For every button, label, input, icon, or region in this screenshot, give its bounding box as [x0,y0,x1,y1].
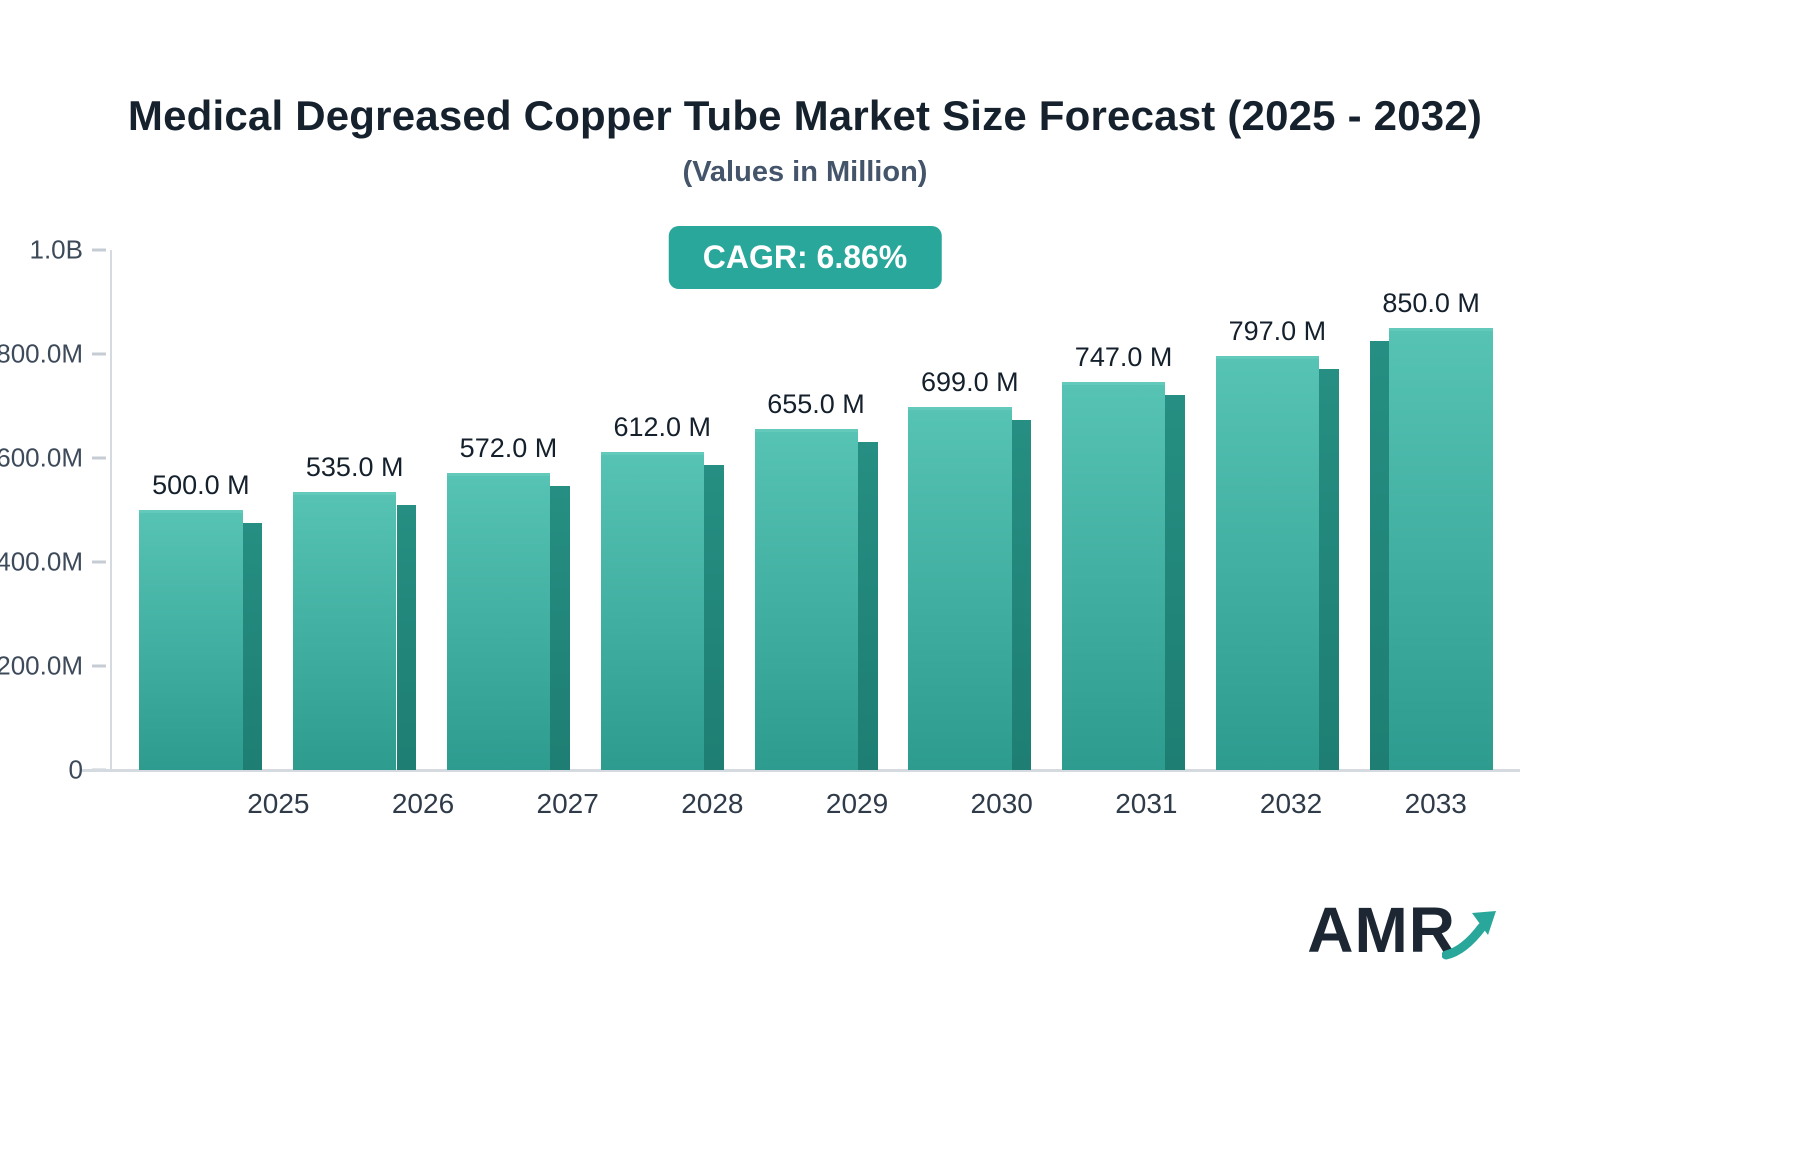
x-axis-label: 2033 [1404,788,1467,819]
chart-subtitle: (Values in Million) [682,156,928,188]
bar-slot: 535.0 M [278,250,432,770]
bar-value-label: 850.0 M [1382,288,1480,318]
bar-slot: 572.0 M [432,250,586,770]
x-axis-line [82,769,1520,772]
bar-slot: 655.0 M [739,250,893,770]
bar-slot: 850.0 M [1354,250,1508,770]
amr-logo: AMR [1307,893,1500,967]
bar-face [754,429,858,770]
y-tick: 400.0M [0,547,106,578]
bar-side-shadow [396,504,417,770]
y-tick: 600.0M [0,443,106,474]
chart-header: Medical Degreased Copper Tube Market Siz… [0,92,1610,189]
bar-side-shadow [1165,394,1186,770]
bar-side-shadow [1011,419,1032,770]
bar-side-shadow [857,442,878,770]
y-tick-label: 0 [68,754,83,785]
bar-2025 [139,510,263,770]
x-axis-label: 2029 [825,788,889,819]
bar-2031 [1062,381,1186,770]
bar-side-shadow [550,485,570,770]
x-axis-label: 2031 [1115,788,1178,819]
y-tick-label: 200.0M [0,650,83,681]
y-tick-mark [92,664,106,668]
bar-2029 [754,429,878,770]
bar-2030 [908,406,1032,770]
x-axis-label: 2026 [391,788,455,819]
bar-face [1062,381,1166,770]
bars-container: 500.0 M 535.0 M 572.0 M 612.0 M 655.0 M 699.0… [112,250,1520,770]
bar-face [446,472,551,770]
bar-2027 [446,472,570,770]
bar-slot: 699.0 M [893,250,1047,770]
bar-2033 [1369,328,1493,770]
cagr-badge: CAGR: 6.86% [668,226,942,289]
bar-2028 [600,451,724,770]
y-tick: 200.0M [0,651,106,682]
y-tick-label: 600.0M [0,442,83,473]
amr-logo-arrow-icon [1442,911,1496,960]
y-tick-mark [92,352,106,356]
bar-side-shadow [1369,341,1390,770]
bar-face [139,510,243,770]
y-tick-label: 1.0B [29,234,84,265]
x-axis-label: 2032 [1259,788,1323,819]
x-axis-labels: 2025 2026 2027 2028 2029 2030 2031 2032 2033 [194,788,1520,820]
bar-slot: 612.0 M [585,250,739,770]
bar-value-label: 747.0 M [1074,341,1173,372]
bar-value-label: 797.0 M [1228,315,1327,346]
bar-value-label: 699.0 M [921,366,1019,397]
y-tick: 800.0M [0,339,106,370]
bar-slot: 500.0 M [124,250,278,770]
bar-value-label: 655.0 M [767,389,865,420]
y-tick-label: 800.0M [0,338,83,369]
bar-value-label: 535.0 M [305,451,404,482]
bar-slot: 747.0 M [1047,250,1201,770]
bar-face [1215,355,1320,770]
bar-value-label: 500.0 M [152,470,250,500]
chart-title: Medical Degreased Copper Tube Market Siz… [127,92,1483,139]
bar-value-label: 572.0 M [459,432,558,463]
y-tick-mark [92,248,106,252]
bar-value-label: 612.0 M [613,411,712,442]
bar-face [908,406,1012,770]
y-tick: 1.0B [29,234,106,266]
bar-slot: 797.0 M [1200,250,1354,770]
bar-face [293,491,397,770]
x-axis-label: 2027 [536,788,599,819]
bar-2032 [1215,355,1339,770]
bar-side-shadow [704,464,724,770]
x-axis-label: 2028 [681,788,744,819]
y-tick-label: 400.0M [0,546,83,577]
bar-side-shadow [242,523,263,770]
y-tick-mark [92,560,106,564]
plot-area: 500.0 M 535.0 M 572.0 M 612.0 M 655.0 M 699.0… [82,250,1520,819]
bar-face [600,451,705,770]
y-tick-mark [92,456,106,460]
y-axis: 0 200.0M 400.0M 600.0M 800.0M 1.0B [0,235,110,785]
bar-2026 [293,491,417,770]
x-axis-label: 2030 [970,788,1033,819]
bar-side-shadow [1319,368,1339,770]
bar-face [1389,328,1493,770]
x-axis-label: 2025 [247,788,310,819]
bar-chart: 0 200.0M 400.0M 600.0M 800.0M 1.0B 500.0 M 535… [0,235,1520,850]
amr-logo-text: AMR [1307,894,1456,966]
